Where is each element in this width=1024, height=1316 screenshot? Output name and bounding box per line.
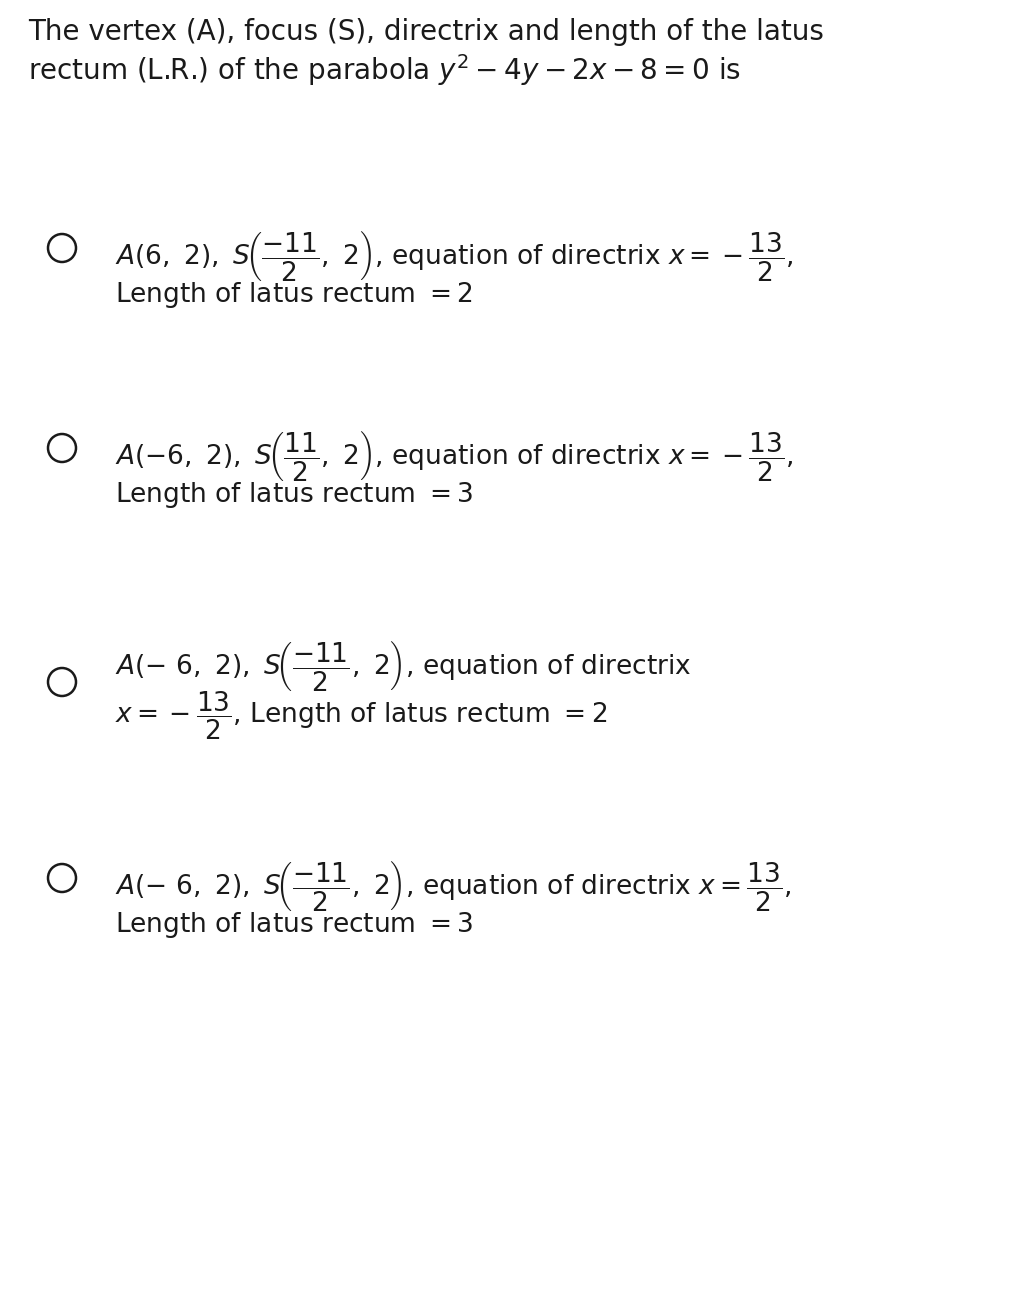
Text: Length of latus rectum $= 3$: Length of latus rectum $= 3$ [115, 480, 473, 511]
Text: $A(6,\ 2),\ S\!\left(\dfrac{-11}{2},\ 2\right)$, equation of directrix $x = -\df: $A(6,\ 2),\ S\!\left(\dfrac{-11}{2},\ 2\… [115, 230, 794, 283]
Text: $A(-\ 6,\ 2),\ S\!\left(\dfrac{-11}{2},\ 2\right)$, equation of directrix: $A(-\ 6,\ 2),\ S\!\left(\dfrac{-11}{2},\… [115, 640, 691, 694]
Text: Length of latus rectum $= 3$: Length of latus rectum $= 3$ [115, 909, 473, 940]
Text: rectum (L.R.) of the parabola $y^2 - 4y - 2x - 8 = 0$ is: rectum (L.R.) of the parabola $y^2 - 4y … [28, 53, 741, 88]
Text: $A(-\ 6,\ 2),\ S\!\left(\dfrac{-11}{2},\ 2\right)$, equation of directrix $x = \: $A(-\ 6,\ 2),\ S\!\left(\dfrac{-11}{2},\… [115, 859, 792, 913]
Text: Length of latus rectum $= 2$: Length of latus rectum $= 2$ [115, 280, 472, 311]
Text: $x = -\dfrac{13}{2}$, Length of latus rectum $= 2$: $x = -\dfrac{13}{2}$, Length of latus re… [115, 690, 607, 742]
Text: The vertex (A), focus (S), directrix and length of the latus: The vertex (A), focus (S), directrix and… [28, 18, 824, 46]
Text: $A(-6,\ 2),\ S\!\left(\dfrac{11}{2},\ 2\right)$, equation of directrix $x = -\df: $A(-6,\ 2),\ S\!\left(\dfrac{11}{2},\ 2\… [115, 430, 794, 483]
